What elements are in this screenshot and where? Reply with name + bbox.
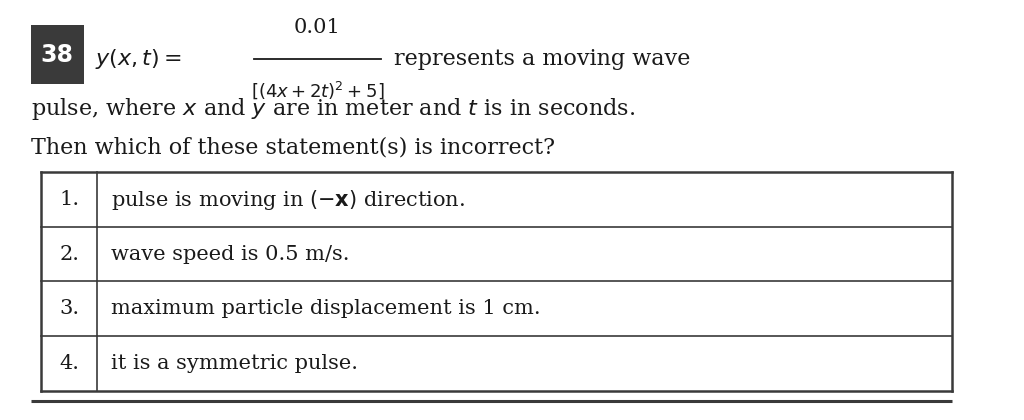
Text: 38: 38 (41, 42, 74, 67)
Text: 2.: 2. (59, 244, 79, 264)
Text: 1.: 1. (59, 190, 79, 209)
Text: $y(x, t) = $: $y(x, t) = $ (95, 47, 182, 71)
Text: wave speed is 0.5 m/s.: wave speed is 0.5 m/s. (111, 244, 349, 264)
Text: 0.01: 0.01 (294, 18, 341, 37)
Text: $[(4x+2t)^2+5]$: $[(4x+2t)^2+5]$ (251, 79, 384, 101)
FancyBboxPatch shape (31, 25, 84, 84)
Text: 3.: 3. (59, 299, 79, 318)
Text: pulse is moving in $(-\mathbf{x})$ direction.: pulse is moving in $(-\mathbf{x})$ direc… (111, 187, 465, 212)
Text: maximum particle displacement is 1 cm.: maximum particle displacement is 1 cm. (111, 299, 541, 318)
Text: 4.: 4. (59, 354, 79, 373)
Text: it is a symmetric pulse.: it is a symmetric pulse. (111, 354, 357, 373)
Text: Then which of these statement(s) is incorrect?: Then which of these statement(s) is inco… (31, 137, 555, 159)
Text: represents a moving wave: represents a moving wave (394, 48, 690, 70)
Text: pulse, where $x$ and $y$ are in meter and $t$ is in seconds.: pulse, where $x$ and $y$ are in meter an… (31, 96, 635, 122)
